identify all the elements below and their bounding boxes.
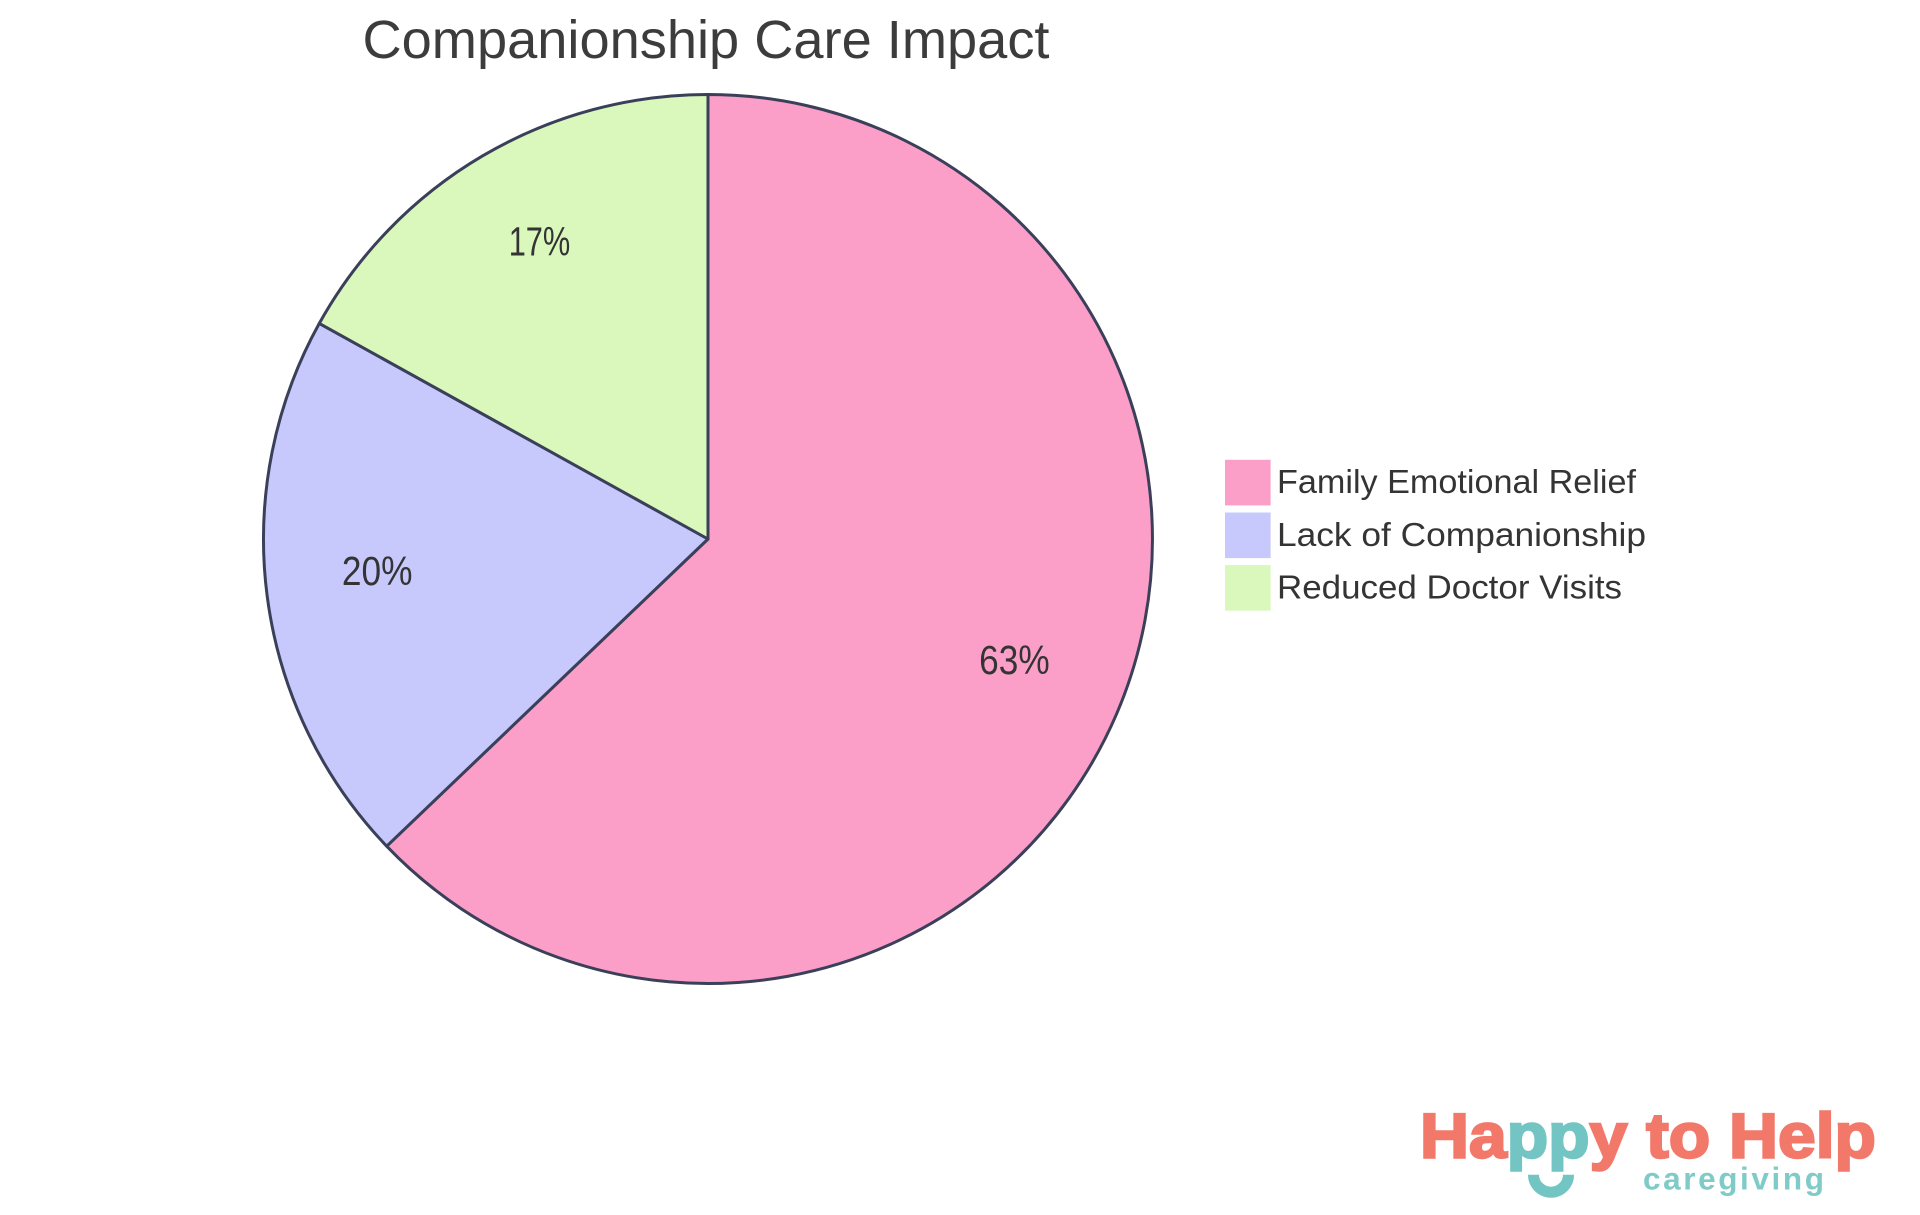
svg-text:Lack of Companionship: Lack of Companionship xyxy=(1277,517,1646,554)
svg-text:Reduced Doctor Visits: Reduced Doctor Visits xyxy=(1277,570,1622,607)
svg-text:Family Emotional Relief: Family Emotional Relief xyxy=(1277,464,1637,501)
svg-text:caregiving: caregiving xyxy=(1643,1160,1827,1196)
svg-text:20%: 20% xyxy=(342,548,413,594)
svg-text:Companionship Care Impact: Companionship Care Impact xyxy=(363,10,1050,70)
svg-text:Happy to Help: Happy to Help xyxy=(1420,1102,1876,1172)
svg-text:17%: 17% xyxy=(509,219,571,265)
svg-text:63%: 63% xyxy=(979,637,1050,683)
